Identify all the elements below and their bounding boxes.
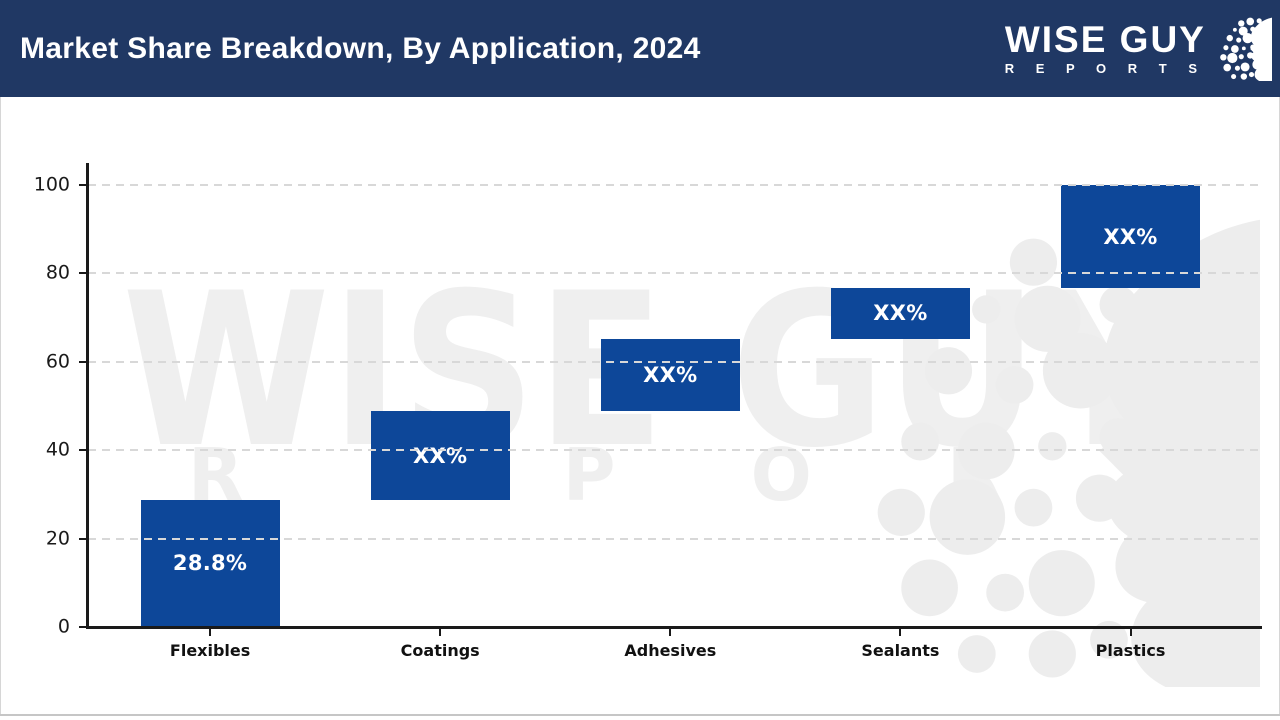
- wiseguy-logo-text: WISE GUY R E P O R T S: [1005, 21, 1206, 76]
- bar-adhesives: XX%: [600, 338, 740, 412]
- header-bar: Market Share Breakdown, By Application, …: [0, 0, 1280, 97]
- y-tick-0: [79, 626, 87, 628]
- wiseguy-logo: WISE GUY R E P O R T S: [1005, 7, 1280, 91]
- y-tick-40: [79, 449, 87, 452]
- gridline-60: [88, 360, 1262, 363]
- bar-value-label-coatings: XX%: [413, 443, 468, 468]
- x-tick-coatings: [439, 629, 442, 636]
- y-tick-label-20: 20: [45, 527, 70, 550]
- y-axis-line: [86, 163, 89, 629]
- category-label-adhesives: Adhesives: [624, 641, 717, 660]
- gridline-100: [88, 184, 1262, 187]
- bar-sealants: XX%: [830, 288, 970, 339]
- category-label-flexibles: Flexibles: [169, 641, 251, 660]
- y-tick-60: [79, 360, 87, 363]
- y-tick-label-60: 60: [45, 350, 70, 373]
- x-tick-sealants: [899, 629, 902, 636]
- chart-card: WISE GUY R E P O R T S 02040608010028.8%…: [0, 97, 1280, 720]
- y-tick-label-40: 40: [45, 438, 70, 461]
- y-tick-100: [79, 184, 87, 187]
- page-title: Market Share Breakdown, By Application, …: [20, 31, 701, 65]
- bar-value-label-flexibles: 28.8%: [172, 551, 248, 576]
- category-label-plastics: Plastics: [1095, 641, 1166, 660]
- y-tick-20: [79, 537, 87, 540]
- y-tick-label-80: 80: [45, 262, 70, 285]
- x-tick-plastics: [1129, 629, 1132, 636]
- wiseguy-face-logo-icon: [1220, 16, 1272, 81]
- y-tick-80: [79, 272, 87, 275]
- wiseguy-logo-subtitle: R E P O R T S: [1004, 61, 1206, 76]
- x-tick-flexibles: [209, 629, 212, 636]
- plot-area: 0 20 40 60 80 100 28.8% Flexibles XX% Coatings XX%…: [34, 163, 1262, 660]
- card-border-bottom: [0, 714, 1280, 716]
- bar-value-label-plastics: XX%: [1103, 224, 1158, 249]
- category-label-coatings: Coatings: [400, 641, 480, 660]
- x-tick-adhesives: [669, 629, 672, 636]
- y-tick-label-0: 0: [57, 615, 70, 638]
- bar-flexibles: 28.8%: [140, 499, 280, 627]
- wiseguy-logo-wordmark: WISE GUY: [1004, 19, 1206, 60]
- card-border-left: [0, 97, 1, 715]
- y-tick-label-100: 100: [33, 173, 70, 196]
- x-axis-line: [86, 626, 1262, 629]
- gridline-80: [88, 272, 1262, 275]
- bar-coatings: XX%: [370, 411, 510, 500]
- bar-value-label-sealants: XX%: [873, 301, 928, 326]
- gridline-20: [88, 537, 1262, 540]
- bar-value-label-adhesives: XX%: [643, 363, 698, 388]
- bar-plastics: XX%: [1061, 185, 1200, 289]
- gridline-40: [88, 449, 1262, 452]
- category-label-sealants: Sealants: [861, 641, 940, 660]
